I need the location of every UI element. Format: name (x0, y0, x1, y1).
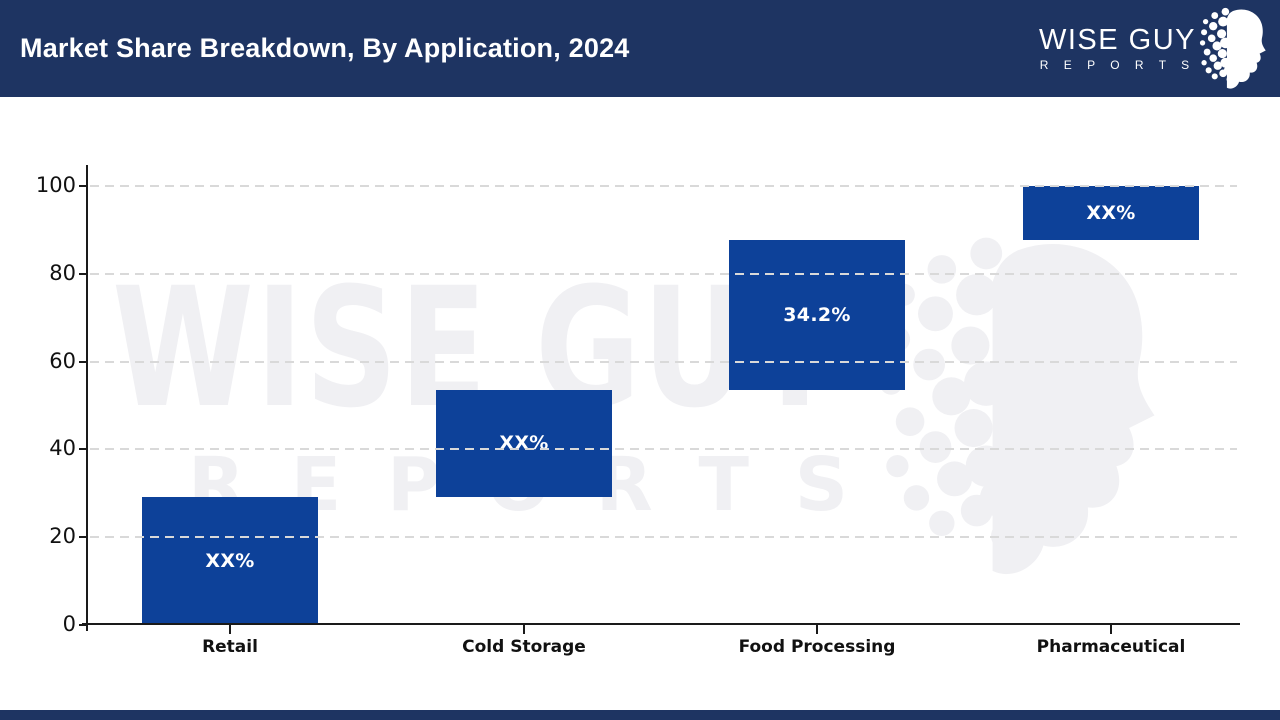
bar-cold-storage: XX% (436, 389, 612, 497)
x-axis-line (82, 623, 1240, 625)
brand-subtitle: R E P O R T S (1039, 57, 1196, 72)
y-tick-mark (79, 624, 88, 626)
page-title: Market Share Breakdown, By Application, … (20, 33, 630, 63)
y-tick-mark (79, 536, 88, 539)
bar-food-processing: 34.2% (729, 239, 905, 390)
bar-pharmaceutical: XX% (1023, 186, 1199, 240)
bar-value-label: XX% (499, 432, 549, 455)
y-tick-label: 0 (62, 612, 76, 636)
x-tick-mark (1110, 625, 1112, 634)
x-tick-mark (816, 625, 818, 634)
y-tick-mark (79, 360, 88, 363)
brand-logo-text: WISE GUY R E P O R T S (1038, 24, 1196, 72)
y-tick-label: 40 (49, 436, 76, 461)
category-label: Cold Storage (462, 637, 586, 657)
gridline (90, 272, 1237, 275)
category-label: Pharmaceutical (1036, 637, 1186, 657)
y-tick-label: 60 (49, 348, 76, 373)
y-tick-label: 100 (35, 173, 76, 197)
bar-value-label: 34.2% (783, 303, 851, 326)
wiseguy-head-icon (1199, 7, 1266, 89)
bar-value-label: XX% (1086, 201, 1136, 224)
x-tick-mark (523, 625, 525, 634)
x-tick-mark (229, 625, 231, 634)
header: Market Share Breakdown, By Application, … (0, 0, 1280, 97)
y-axis-line (86, 165, 88, 631)
y-tick-label: 80 (49, 260, 76, 285)
gridline (90, 536, 1237, 539)
bar-value-label: XX% (205, 549, 255, 572)
y-tick-mark (79, 185, 88, 187)
gridline (90, 360, 1237, 363)
category-label: Retail (202, 637, 258, 657)
brand-name: WISE GUY (1038, 24, 1196, 57)
y-tick-mark (79, 448, 88, 451)
y-tick-mark (79, 272, 88, 275)
brand-logo: WISE GUY R E P O R T S (1039, 6, 1280, 92)
gridline (90, 185, 1237, 187)
y-tick-label: 20 (49, 524, 76, 549)
gridline (90, 448, 1237, 451)
bar-retail: XX% (142, 496, 318, 625)
footer-bar (0, 710, 1280, 720)
category-label: Food Processing (738, 637, 896, 657)
